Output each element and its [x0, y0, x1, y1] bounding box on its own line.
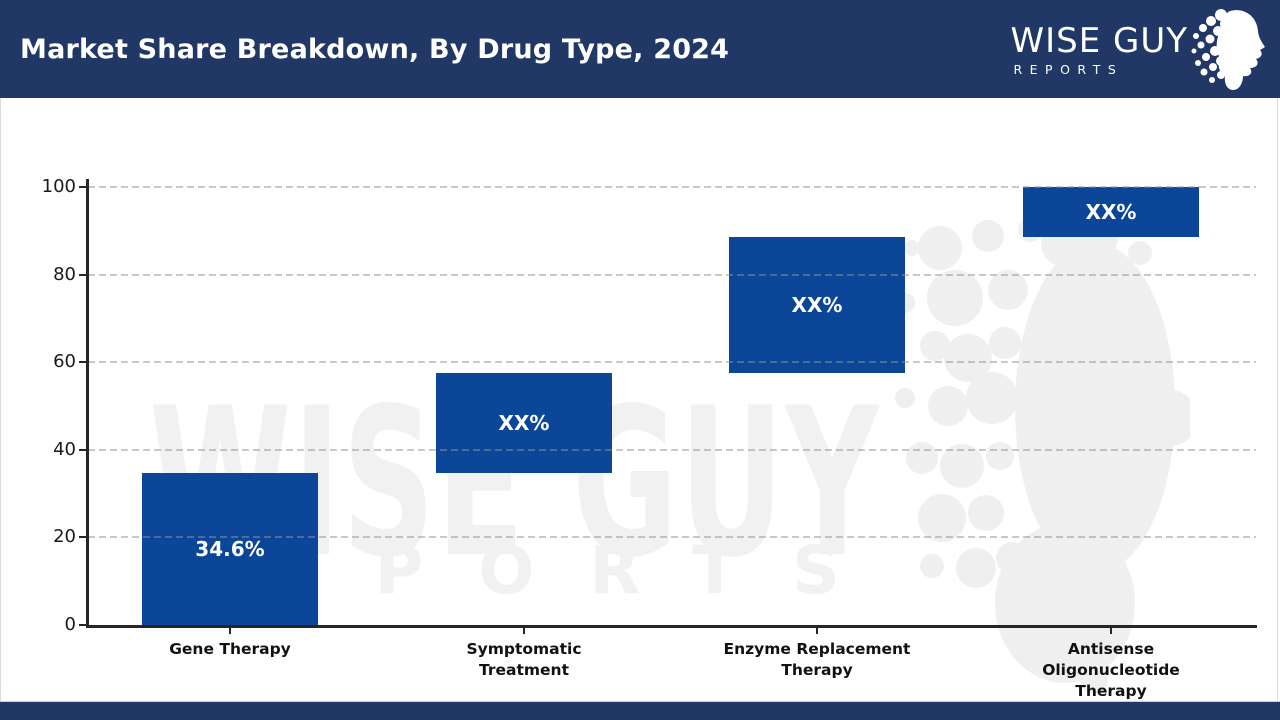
y-tick-mark: [79, 448, 87, 451]
brand-text: WISE GUY REPORTS: [1010, 23, 1188, 77]
x-category-line: Antisense: [1067, 640, 1155, 658]
x-tick-mark: [229, 627, 231, 634]
x-category-line: Therapy: [781, 661, 853, 679]
bar-value-label: XX%: [791, 293, 843, 318]
x-category-label: Antisense Oligonucleotide Therapy: [981, 639, 1241, 702]
bar-value-label: XX%: [498, 411, 550, 436]
x-axis-line: [86, 625, 1257, 628]
gridline-60: [88, 361, 1256, 364]
y-tick-label: 60: [53, 351, 76, 373]
y-axis-line: [86, 179, 89, 627]
y-tick-mark: [79, 186, 87, 188]
x-category-label: Symptomatic Treatment: [394, 639, 654, 681]
bar-2: XX%: [436, 373, 612, 474]
x-category-line: Symptomatic: [466, 640, 582, 658]
y-tick-mark: [79, 624, 87, 626]
y-tick-mark: [79, 536, 87, 539]
bar-value-label: XX%: [1085, 200, 1137, 225]
x-category-line: Gene Therapy: [169, 640, 291, 658]
x-category-label: Enzyme Replacement Therapy: [687, 639, 947, 681]
x-tick-mark: [523, 627, 525, 634]
x-tick-mark: [1110, 627, 1112, 634]
x-category-line: Enzyme Replacement: [723, 640, 911, 658]
bar-1: 34.6%: [142, 473, 318, 625]
brand-logo: WISE GUY REPORTS: [1010, 4, 1268, 96]
brand-reports-label: REPORTS: [1013, 62, 1124, 77]
x-category-line: Oligonucleotide: [1042, 661, 1180, 679]
x-tick-mark: [816, 627, 818, 634]
x-category-line: Therapy: [1075, 682, 1147, 700]
footer-bar: [0, 701, 1280, 720]
brand-name-label: WISE GUY: [1010, 21, 1188, 61]
y-tick-label: 80: [53, 263, 76, 285]
x-category-label: Gene Therapy: [100, 639, 360, 660]
bar-3: XX%: [729, 237, 905, 374]
gridline-40: [88, 448, 1256, 451]
y-tick-label: 100: [41, 176, 76, 197]
y-tick-mark: [79, 273, 87, 276]
page-title: Market Share Breakdown, By Drug Type, 20…: [20, 33, 730, 65]
gridline-20: [88, 536, 1256, 539]
watermark-head-icon: [895, 218, 1190, 693]
bar-value-label: 34.6%: [195, 537, 265, 562]
y-tick-mark: [79, 361, 87, 364]
x-category-line: Treatment: [478, 661, 569, 679]
bar-4: XX%: [1023, 187, 1199, 238]
gridline-80: [88, 273, 1256, 276]
y-tick-label: 20: [53, 526, 76, 548]
gridline-100: [88, 186, 1256, 188]
header-bar: Market Share Breakdown, By Drug Type, 20…: [0, 0, 1280, 98]
brand-head-icon: [1191, 9, 1265, 90]
y-tick-label: 40: [53, 438, 76, 460]
y-tick-label: 0: [64, 614, 76, 635]
